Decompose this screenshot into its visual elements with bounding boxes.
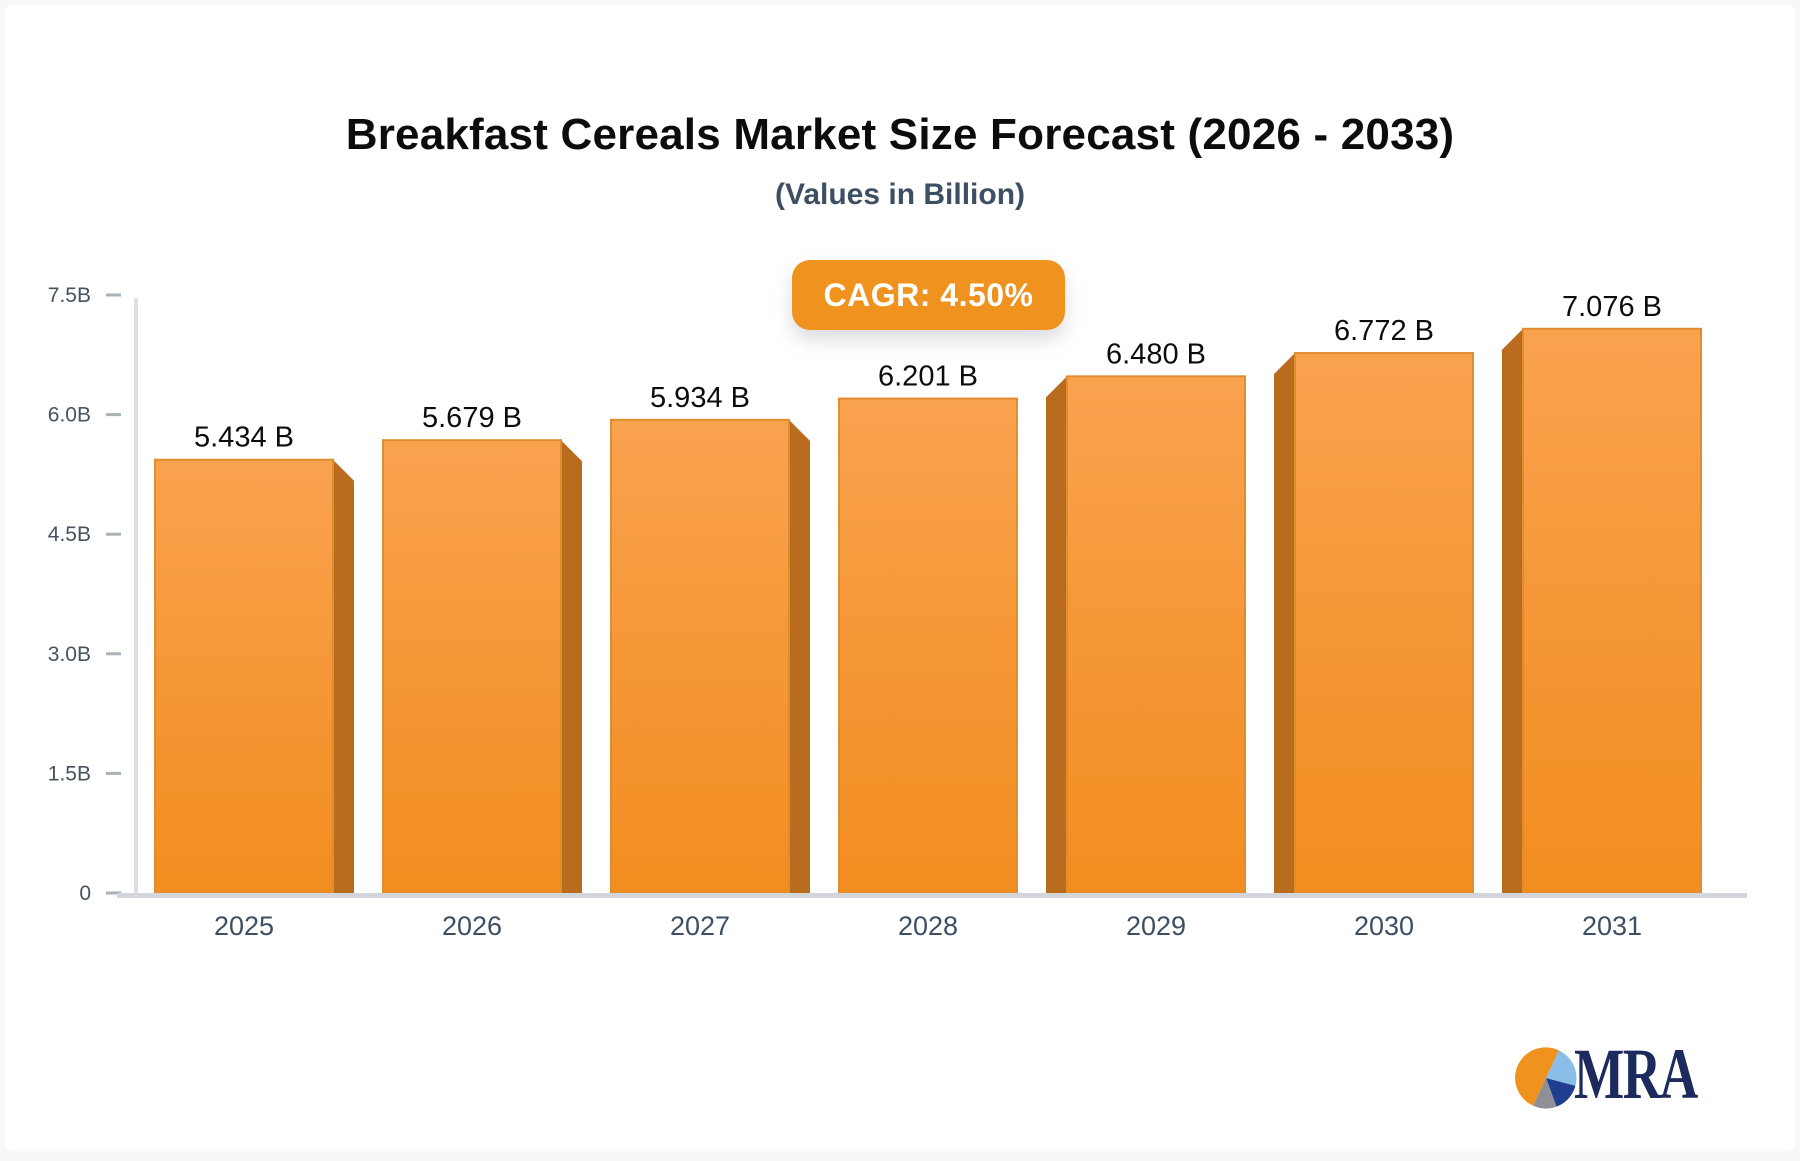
bar-value-label: 6.201 B: [878, 361, 978, 393]
y-axis-tick-label: 4.5B: [48, 523, 91, 546]
y-axis-tick-label: 0: [79, 882, 91, 905]
bar-2029: [1066, 375, 1246, 894]
bar-value-label: 5.934 B: [650, 382, 750, 414]
bar-value-label: 6.772 B: [1334, 315, 1434, 347]
logo-pie-slice-lightblue: [1546, 1050, 1577, 1086]
mra-logo: MRA: [1510, 1034, 1770, 1120]
bar-2027: [610, 418, 790, 894]
y-axis-tick-label: 6.0B: [48, 404, 91, 427]
logo-pie-slice-gray: [1533, 1078, 1557, 1109]
y-axis-tick-label: 7.5B: [48, 284, 91, 307]
bar-2025: [154, 458, 334, 894]
bar-2026: [382, 439, 562, 894]
bar-side-2030: [1274, 353, 1295, 893]
x-axis-label: 2025: [214, 911, 274, 941]
chart-subtitle: (Values in Billion): [774, 178, 1026, 211]
bar-side-2029: [1046, 376, 1067, 893]
bar-value-label: 5.679 B: [422, 402, 522, 434]
x-axis-label: 2027: [670, 911, 730, 941]
cagr-badge-label: CAGR: 4.50%: [823, 276, 1034, 313]
chart-card: Breakfast Cereals Market Size Forecast (…: [5, 5, 1795, 1151]
bar-2028: [838, 397, 1018, 894]
chart-title: Breakfast Cereals Market Size Forecast (…: [345, 110, 1455, 159]
bar-value-label: 5.434 B: [194, 422, 294, 454]
logo-pie-slice-darkblue: [1546, 1078, 1576, 1107]
y-axis-tick-label: 1.5B: [48, 762, 91, 785]
pie-chart-logo-icon: [1515, 1047, 1577, 1109]
bar-side-2027: [789, 419, 810, 893]
x-axis-label: 2026: [442, 911, 502, 941]
x-axis-label: 2028: [898, 911, 958, 941]
bar-value-label: 7.076 B: [1562, 291, 1662, 323]
cagr-badge: CAGR: 4.50%: [792, 260, 1065, 330]
x-axis-label: 2029: [1126, 911, 1186, 941]
x-axis-label: 2030: [1354, 911, 1414, 941]
x-axis-label: 2031: [1582, 911, 1642, 941]
bar-side-2031: [1502, 328, 1523, 893]
bar-side-2026: [561, 440, 582, 893]
logo-text: MRA: [1574, 1034, 1698, 1114]
bar-chart-canvas: 0 1.5B 3.0B 4.5B 6.0B 7.5B 5.434 B 2025 5.679 B 2…: [48, 284, 1747, 941]
bar-2031: [1522, 327, 1702, 894]
bar-2030: [1294, 352, 1474, 895]
bar-side-2025: [333, 459, 354, 893]
bar-value-label: 6.480 B: [1106, 338, 1206, 370]
y-axis-tick-label: 3.0B: [48, 643, 91, 666]
logo-pie-slice-orange: [1515, 1047, 1559, 1106]
